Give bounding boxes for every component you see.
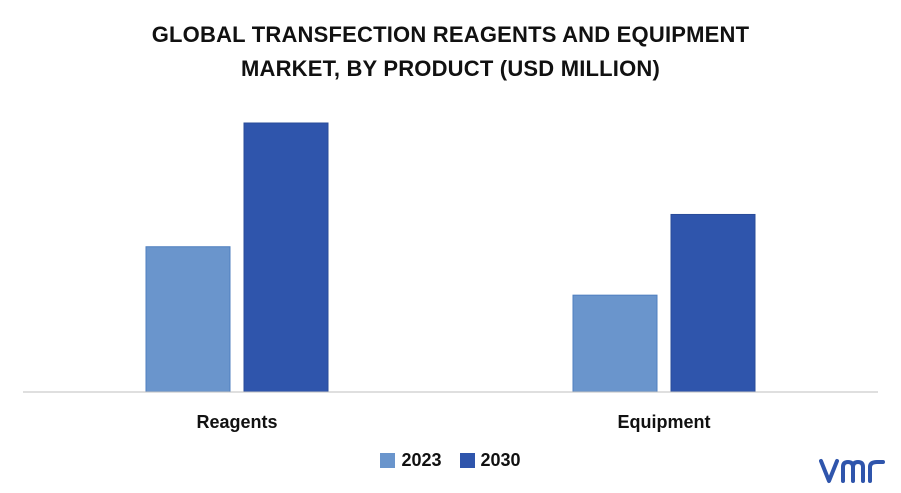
legend-item-2030: 2030 (459, 450, 521, 471)
chart-title-line-2: MARKET, BY PRODUCT (USD MILLION) (240, 56, 661, 81)
legend-item-2023: 2023 (380, 450, 442, 471)
bars-group (145, 122, 756, 393)
bar-equipment-2030 (670, 213, 756, 393)
chart-title-line-1: GLOBAL TRANSFECTION REAGENTS AND EQUIPME… (151, 22, 750, 47)
bar-reagents-2030 (243, 122, 329, 393)
vmr-logo (819, 459, 885, 483)
legend-label-2023: 2023 (401, 450, 442, 470)
chart-title: GLOBAL TRANSFECTION REAGENTS AND EQUIPME… (0, 18, 901, 86)
category-label-equipment: Equipment (618, 412, 711, 432)
legend-label-2030: 2030 (480, 450, 521, 470)
bar-equipment-2023 (572, 294, 658, 393)
category-labels: Reagents Equipment (196, 412, 710, 432)
legend-swatch-2030 (459, 453, 475, 468)
bar-reagents-2023 (145, 246, 231, 393)
legend: 2023 2030 (0, 450, 901, 471)
legend-swatch-2023 (380, 453, 396, 468)
category-label-reagents: Reagents (196, 412, 277, 432)
